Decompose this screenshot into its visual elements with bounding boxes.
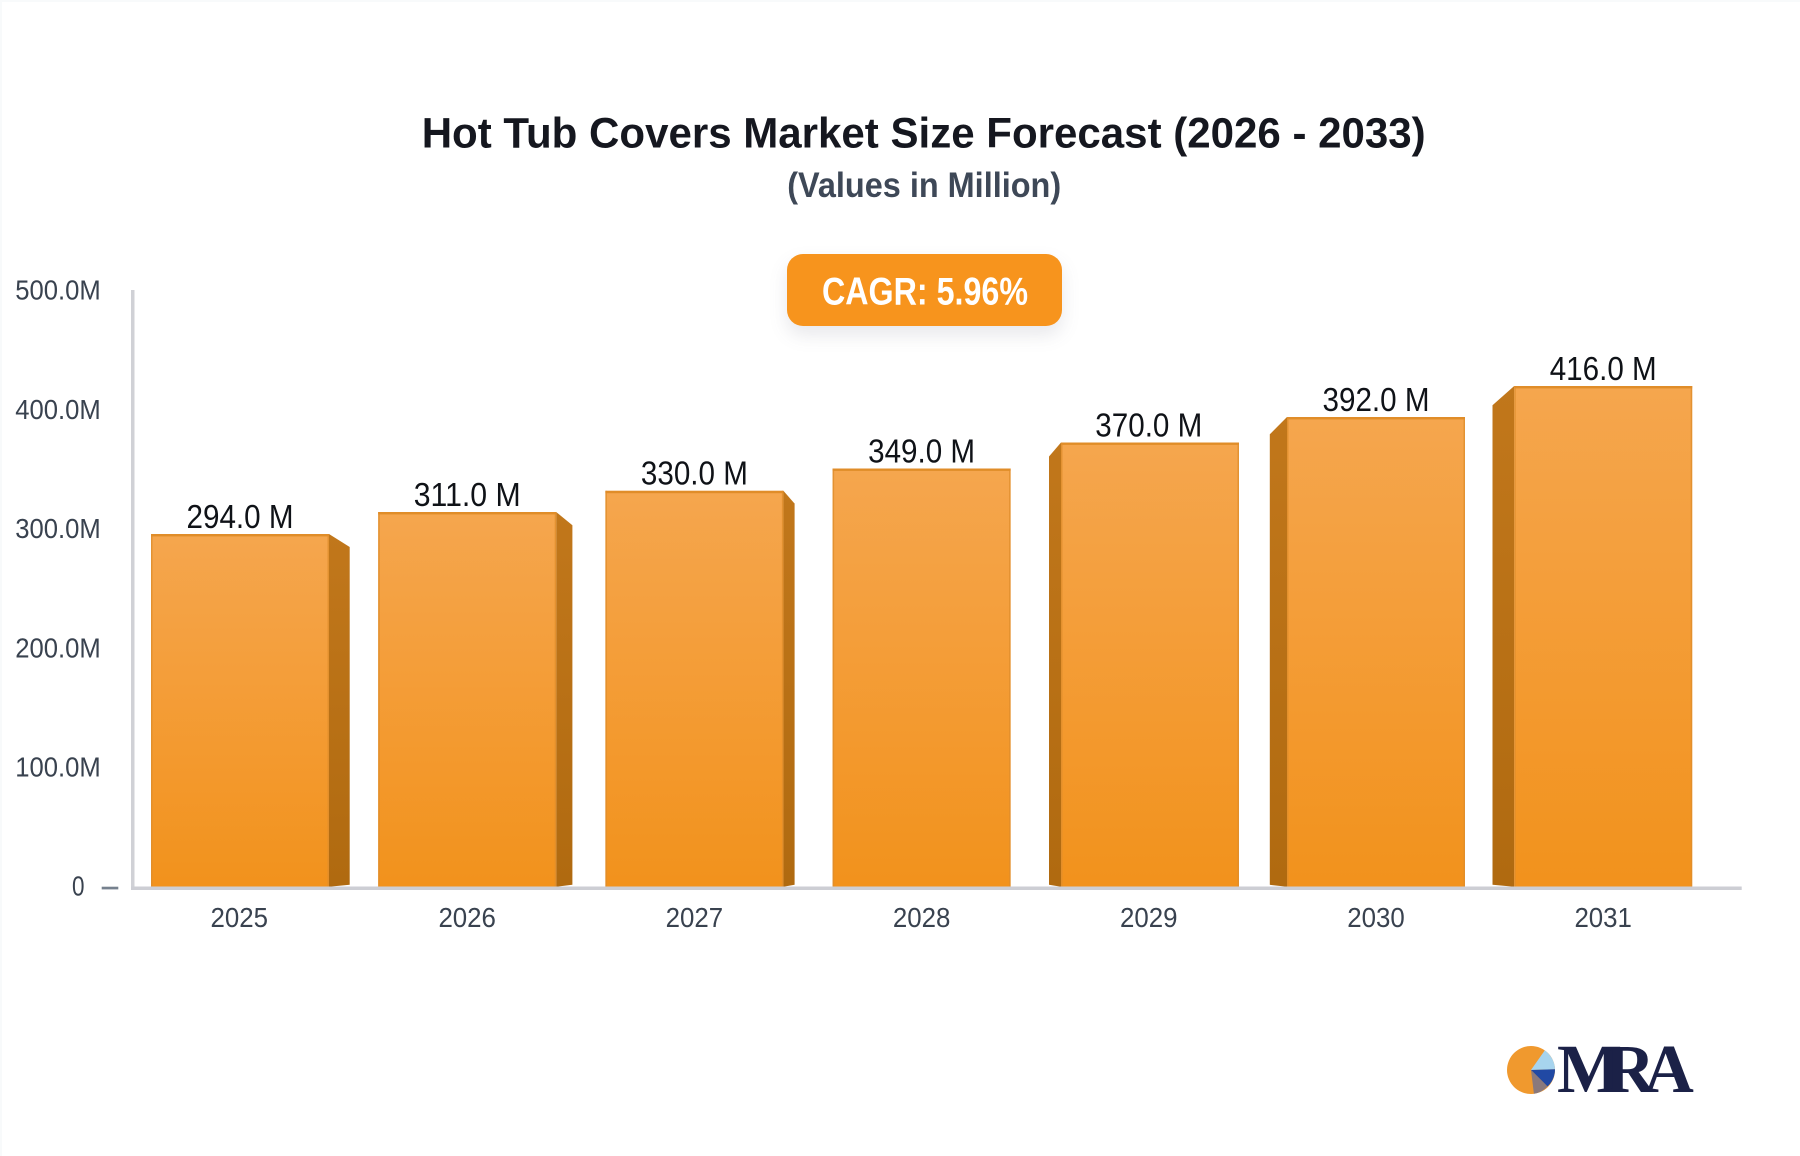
svg-text:349.0 M: 349.0 M (868, 433, 975, 470)
svg-text:311.0 M: 311.0 M (414, 477, 521, 514)
svg-text:0: 0 (72, 870, 85, 901)
svg-text:294.0 M: 294.0 M (187, 499, 294, 536)
svg-text:2029: 2029 (1120, 902, 1178, 933)
svg-text:370.0 M: 370.0 M (1095, 407, 1202, 444)
svg-text:400.0M: 400.0M (15, 394, 101, 425)
svg-text:2025: 2025 (211, 902, 269, 933)
svg-text:2030: 2030 (1347, 902, 1405, 933)
svg-text:2031: 2031 (1574, 902, 1632, 933)
svg-text:200.0M: 200.0M (15, 632, 101, 663)
svg-text:416.0 M: 416.0 M (1550, 351, 1657, 388)
svg-text:300.0M: 300.0M (15, 513, 101, 544)
svg-text:500.0M: 500.0M (15, 275, 101, 306)
svg-text:330.0 M: 330.0 M (641, 456, 748, 493)
svg-text:(Values in Million): (Values in Million) (787, 166, 1061, 205)
svg-text:CAGR: 5.96%: CAGR: 5.96% (822, 270, 1028, 313)
svg-text:100.0M: 100.0M (15, 752, 101, 783)
svg-text:2026: 2026 (438, 902, 496, 933)
svg-text:392.0 M: 392.0 M (1323, 382, 1430, 419)
svg-text:Hot Tub Covers Market Size For: Hot Tub Covers Market Size Forecast (202… (422, 110, 1426, 158)
svg-text:MRA: MRA (1557, 1031, 1694, 1107)
svg-text:2027: 2027 (666, 902, 724, 933)
svg-text:2028: 2028 (893, 902, 951, 933)
